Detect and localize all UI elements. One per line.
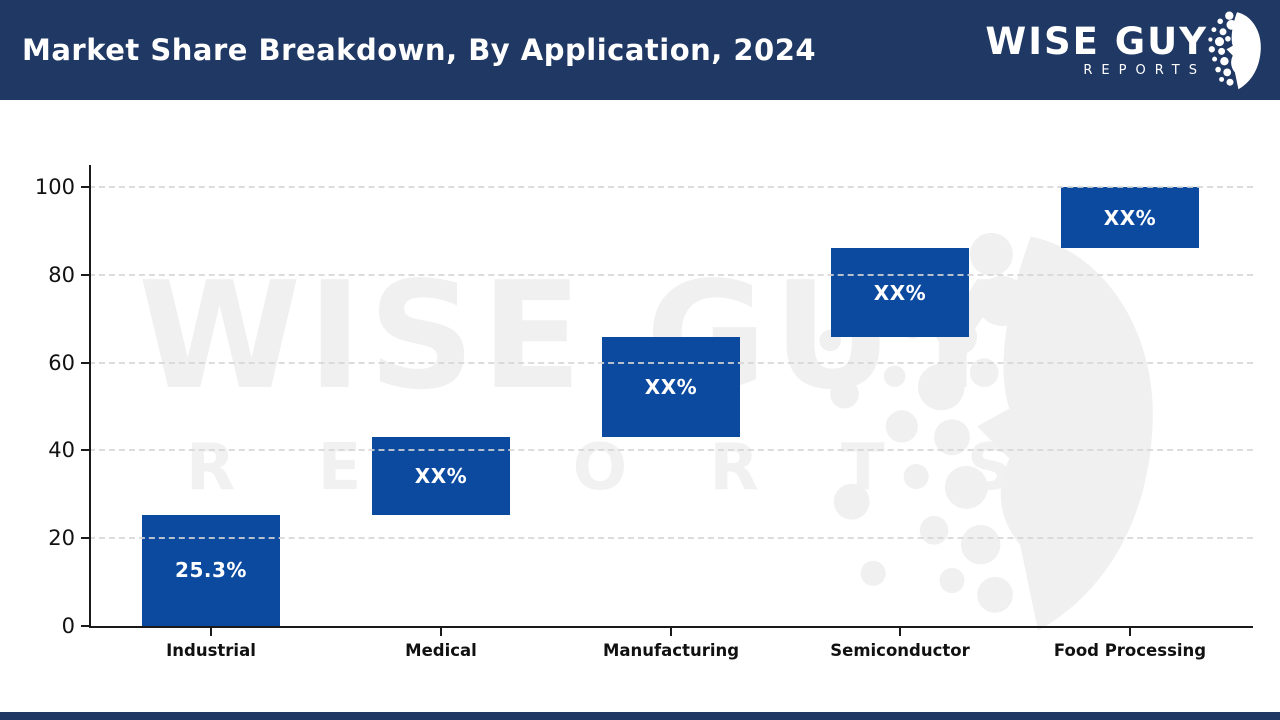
gridline-40 xyxy=(89,449,1253,452)
logo-brand-label: WISE GUY xyxy=(985,19,1208,63)
y-tick-label: 60 xyxy=(48,350,75,375)
bar-manufacturing: XX% xyxy=(602,337,740,438)
logo-text: WISE GUY REPORTS xyxy=(985,23,1208,78)
x-axis-tick xyxy=(210,628,212,636)
y-tick-label: 80 xyxy=(48,262,75,287)
header-bar: Market Share Breakdown, By Application, … xyxy=(0,0,1280,100)
x-axis-tick xyxy=(670,628,672,636)
y-tick-label: 20 xyxy=(48,526,75,551)
y-tick-label: 0 xyxy=(61,614,75,638)
x-axis-tick xyxy=(899,628,901,636)
gridline-20 xyxy=(89,537,1253,540)
bar-industrial: 25.3% xyxy=(142,514,280,626)
y-axis-line xyxy=(89,165,91,628)
logo-sub-label: REPORTS xyxy=(1083,62,1206,78)
x-axis-line xyxy=(89,626,1253,628)
bar-food-processing: XX% xyxy=(1061,187,1199,249)
x-tick-label: Industrial xyxy=(166,641,256,660)
y-tick-label: 40 xyxy=(48,438,75,463)
bar-value-label: XX% xyxy=(1103,205,1157,230)
x-tick-label: Food Processing xyxy=(1053,641,1207,660)
bar-semiconductor: XX% xyxy=(831,248,969,338)
y-axis-tick xyxy=(81,537,89,540)
bar-value-label: XX% xyxy=(644,375,698,400)
x-tick-label: Semiconductor xyxy=(830,641,970,660)
x-axis-tick xyxy=(440,628,442,636)
y-axis-tick xyxy=(81,273,89,276)
y-axis-tick xyxy=(81,449,89,452)
gridline-60 xyxy=(89,361,1253,364)
y-axis-tick xyxy=(81,186,89,188)
x-tick-label: Manufacturing xyxy=(602,641,740,660)
bar-value-label: XX% xyxy=(414,464,468,489)
page-title: Market Share Breakdown, By Application, … xyxy=(22,33,817,67)
gridline-100 xyxy=(89,186,1253,188)
gridline-80 xyxy=(89,273,1253,276)
x-tick-label: Medical xyxy=(405,641,477,660)
y-axis-tick xyxy=(81,625,89,627)
watermark-sub-text: R E P O R T S xyxy=(186,431,1044,505)
x-axis-tick xyxy=(1129,628,1131,636)
y-tick-label: 100 xyxy=(34,175,75,199)
footer-bar xyxy=(0,712,1280,720)
bar-value-label: 25.3% xyxy=(175,558,247,583)
bar-value-label: XX% xyxy=(873,280,927,305)
wise-guy-reports-logo: WISE GUY REPORTS xyxy=(985,8,1280,92)
logo-head-icon xyxy=(1208,11,1261,90)
y-axis-tick xyxy=(81,361,89,364)
